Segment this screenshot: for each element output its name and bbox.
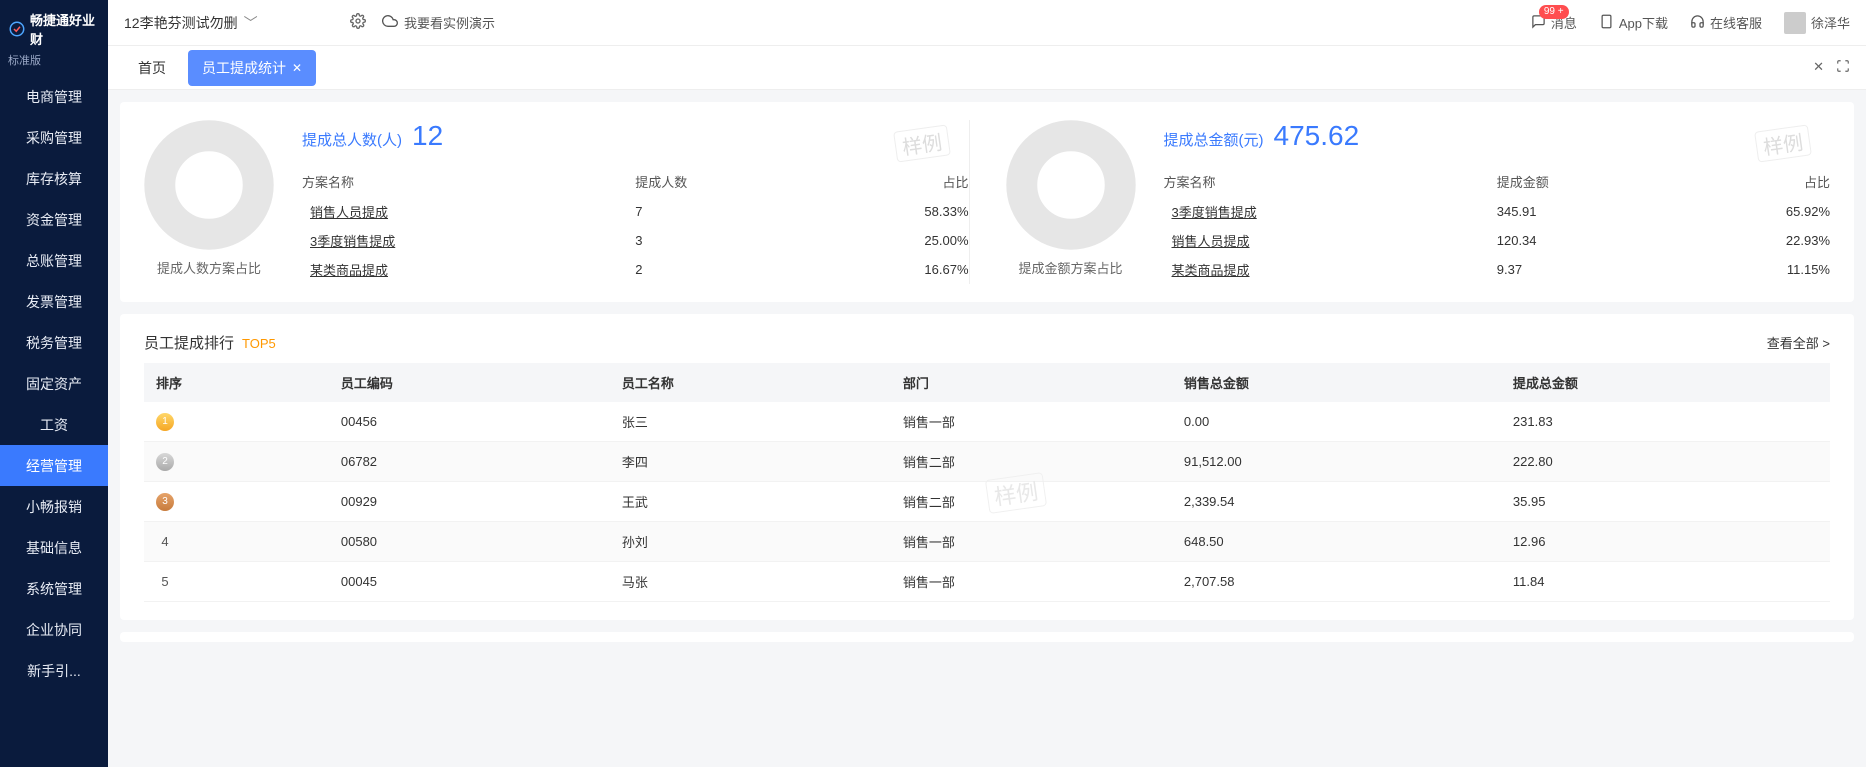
chart-row: 某类商品提成216.67% bbox=[302, 255, 969, 284]
people-donut-chart bbox=[144, 120, 274, 250]
user-name: 徐泽华 bbox=[1811, 13, 1850, 32]
plan-link[interactable]: 销售人员提成 bbox=[310, 205, 388, 220]
table-row[interactable]: 206782李四销售二部91,512.00222.80 bbox=[144, 442, 1830, 482]
brand-logo: 畅捷通好业财 bbox=[0, 0, 108, 52]
sidebar-item-3[interactable]: 资金管理 bbox=[0, 199, 108, 240]
sidebar: 畅捷通好业财 标准版 电商管理采购管理库存核算资金管理总账管理发票管理税务管理固… bbox=[0, 0, 108, 767]
chart-row: 3季度销售提成325.00% bbox=[302, 226, 969, 255]
content-area: 提成人数方案占比 提成总人数(人) 12 方案名称 提成人数 占比 bbox=[108, 90, 1866, 767]
medal-icon: 2 bbox=[156, 453, 174, 471]
avatar bbox=[1784, 12, 1806, 34]
fullscreen-icon[interactable] bbox=[1836, 59, 1850, 76]
col-plan: 方案名称 bbox=[1164, 172, 1497, 191]
sidebar-item-0[interactable]: 电商管理 bbox=[0, 76, 108, 117]
table-row[interactable]: 500045马张销售一部2,707.5811.84 bbox=[144, 562, 1830, 602]
support-button[interactable]: 在线客服 bbox=[1690, 13, 1762, 32]
plan-link[interactable]: 某类商品提成 bbox=[310, 263, 388, 278]
tabs-close-all[interactable]: ✕ bbox=[1813, 59, 1824, 76]
tab-home[interactable]: 首页 bbox=[124, 50, 180, 86]
sidebar-item-6[interactable]: 税务管理 bbox=[0, 322, 108, 363]
chart-row: 3季度销售提成345.9165.92% bbox=[1164, 197, 1831, 226]
col-pct: 占比 bbox=[1663, 172, 1830, 191]
gear-icon[interactable] bbox=[350, 13, 366, 32]
demo-link[interactable]: 我要看实例演示 bbox=[382, 13, 495, 32]
app-download-button[interactable]: App下载 bbox=[1599, 13, 1668, 32]
chevron-down-icon: ﹀ bbox=[244, 13, 258, 33]
sidebar-item-13[interactable]: 企业协同 bbox=[0, 609, 108, 650]
messages-button[interactable]: 99 + 消息 bbox=[1531, 13, 1577, 32]
table-row[interactable]: 100456张三销售一部0.00231.83 bbox=[144, 402, 1830, 442]
amount-donut-chart bbox=[1006, 120, 1136, 250]
plan-link[interactable]: 3季度销售提成 bbox=[1172, 205, 1257, 220]
plan-link[interactable]: 3季度销售提成 bbox=[310, 234, 395, 249]
amount-chart-value: 475.62 bbox=[1274, 120, 1360, 152]
tab-active[interactable]: 员工提成统计 ✕ bbox=[188, 50, 316, 86]
topbar: 12李艳芬测试勿删 ﹀ 我要看实例演示 99 + 消息 App下载 bbox=[108, 0, 1866, 46]
sidebar-item-14[interactable]: 新手引... bbox=[0, 650, 108, 691]
sidebar-item-11[interactable]: 基础信息 bbox=[0, 527, 108, 568]
sidebar-item-8[interactable]: 工资 bbox=[0, 404, 108, 445]
table-header: 销售总金额 bbox=[1172, 363, 1501, 402]
amount-chart-caption: 提成金额方案占比 bbox=[1018, 258, 1122, 277]
sidebar-item-4[interactable]: 总账管理 bbox=[0, 240, 108, 281]
user-menu[interactable]: 徐泽华 bbox=[1784, 12, 1850, 34]
plan-link[interactable]: 销售人员提成 bbox=[1172, 234, 1250, 249]
view-all-link[interactable]: 查看全部 > bbox=[1767, 333, 1830, 352]
chart-row: 销售人员提成758.33% bbox=[302, 197, 969, 226]
charts-panel: 提成人数方案占比 提成总人数(人) 12 方案名称 提成人数 占比 bbox=[120, 102, 1854, 302]
brand-edition: 标准版 bbox=[0, 52, 108, 76]
plan-link[interactable]: 某类商品提成 bbox=[1172, 263, 1250, 278]
ranking-table: 排序员工编码员工名称部门销售总金额提成总金额 100456张三销售一部0.002… bbox=[144, 363, 1830, 602]
people-chart-value: 12 bbox=[412, 120, 443, 152]
medal-icon: 3 bbox=[156, 493, 174, 511]
app-label: App下载 bbox=[1619, 13, 1668, 32]
amount-chart-block: 提成金额方案占比 提成总金额(元) 475.62 方案名称 提成金额 占比 bbox=[969, 120, 1831, 284]
table-row[interactable]: 400580孙刘销售一部648.5012.96 bbox=[144, 522, 1830, 562]
chart-row: 某类商品提成9.3711.15% bbox=[1164, 255, 1831, 284]
medal-icon: 1 bbox=[156, 413, 174, 431]
col-amount: 提成金额 bbox=[1497, 172, 1664, 191]
ranking-top5: TOP5 bbox=[242, 336, 276, 351]
chart-row: 销售人员提成120.3422.93% bbox=[1164, 226, 1831, 255]
headset-icon bbox=[1690, 14, 1705, 32]
sidebar-nav: 电商管理采购管理库存核算资金管理总账管理发票管理税务管理固定资产工资经营管理小畅… bbox=[0, 76, 108, 767]
org-name: 12李艳芬测试勿删 bbox=[124, 13, 238, 33]
sidebar-item-2[interactable]: 库存核算 bbox=[0, 158, 108, 199]
sidebar-item-10[interactable]: 小畅报销 bbox=[0, 486, 108, 527]
table-row[interactable]: 300929王武销售二部2,339.5435.95 bbox=[144, 482, 1830, 522]
people-chart-title: 提成总人数(人) bbox=[302, 129, 402, 150]
people-chart-block: 提成人数方案占比 提成总人数(人) 12 方案名称 提成人数 占比 bbox=[144, 120, 969, 284]
tab-active-label: 员工提成统计 bbox=[202, 58, 286, 78]
tabs-bar: 首页 员工提成统计 ✕ ✕ bbox=[108, 46, 1866, 90]
table-header: 部门 bbox=[891, 363, 1172, 402]
col-count: 提成人数 bbox=[635, 172, 802, 191]
ranking-panel: 员工提成排行 TOP5 查看全部 > 排序员工编码员工名称部门销售总金额提成总金… bbox=[120, 314, 1854, 620]
next-panel-peek bbox=[120, 632, 1854, 642]
sidebar-item-1[interactable]: 采购管理 bbox=[0, 117, 108, 158]
sidebar-item-5[interactable]: 发票管理 bbox=[0, 281, 108, 322]
table-header: 员工名称 bbox=[610, 363, 891, 402]
amount-chart-title: 提成总金额(元) bbox=[1164, 129, 1264, 150]
col-pct: 占比 bbox=[802, 172, 969, 191]
phone-icon bbox=[1599, 14, 1614, 32]
ranking-title: 员工提成排行 bbox=[144, 332, 234, 353]
close-icon[interactable]: ✕ bbox=[292, 61, 302, 75]
logo-icon bbox=[8, 19, 26, 39]
cloud-icon bbox=[382, 13, 398, 32]
table-header: 员工编码 bbox=[329, 363, 610, 402]
sidebar-item-12[interactable]: 系统管理 bbox=[0, 568, 108, 609]
brand-name: 畅捷通好业财 bbox=[30, 10, 100, 48]
messages-badge: 99 + bbox=[1539, 5, 1569, 19]
demo-label: 我要看实例演示 bbox=[404, 13, 495, 32]
org-selector[interactable]: 12李艳芬测试勿删 ﹀ bbox=[124, 13, 334, 33]
table-header: 排序 bbox=[144, 363, 329, 402]
sidebar-item-9[interactable]: 经营管理 bbox=[0, 445, 108, 486]
col-plan: 方案名称 bbox=[302, 172, 635, 191]
support-label: 在线客服 bbox=[1710, 13, 1762, 32]
table-header: 提成总金额 bbox=[1501, 363, 1830, 402]
sidebar-item-7[interactable]: 固定资产 bbox=[0, 363, 108, 404]
people-chart-caption: 提成人数方案占比 bbox=[157, 258, 261, 277]
